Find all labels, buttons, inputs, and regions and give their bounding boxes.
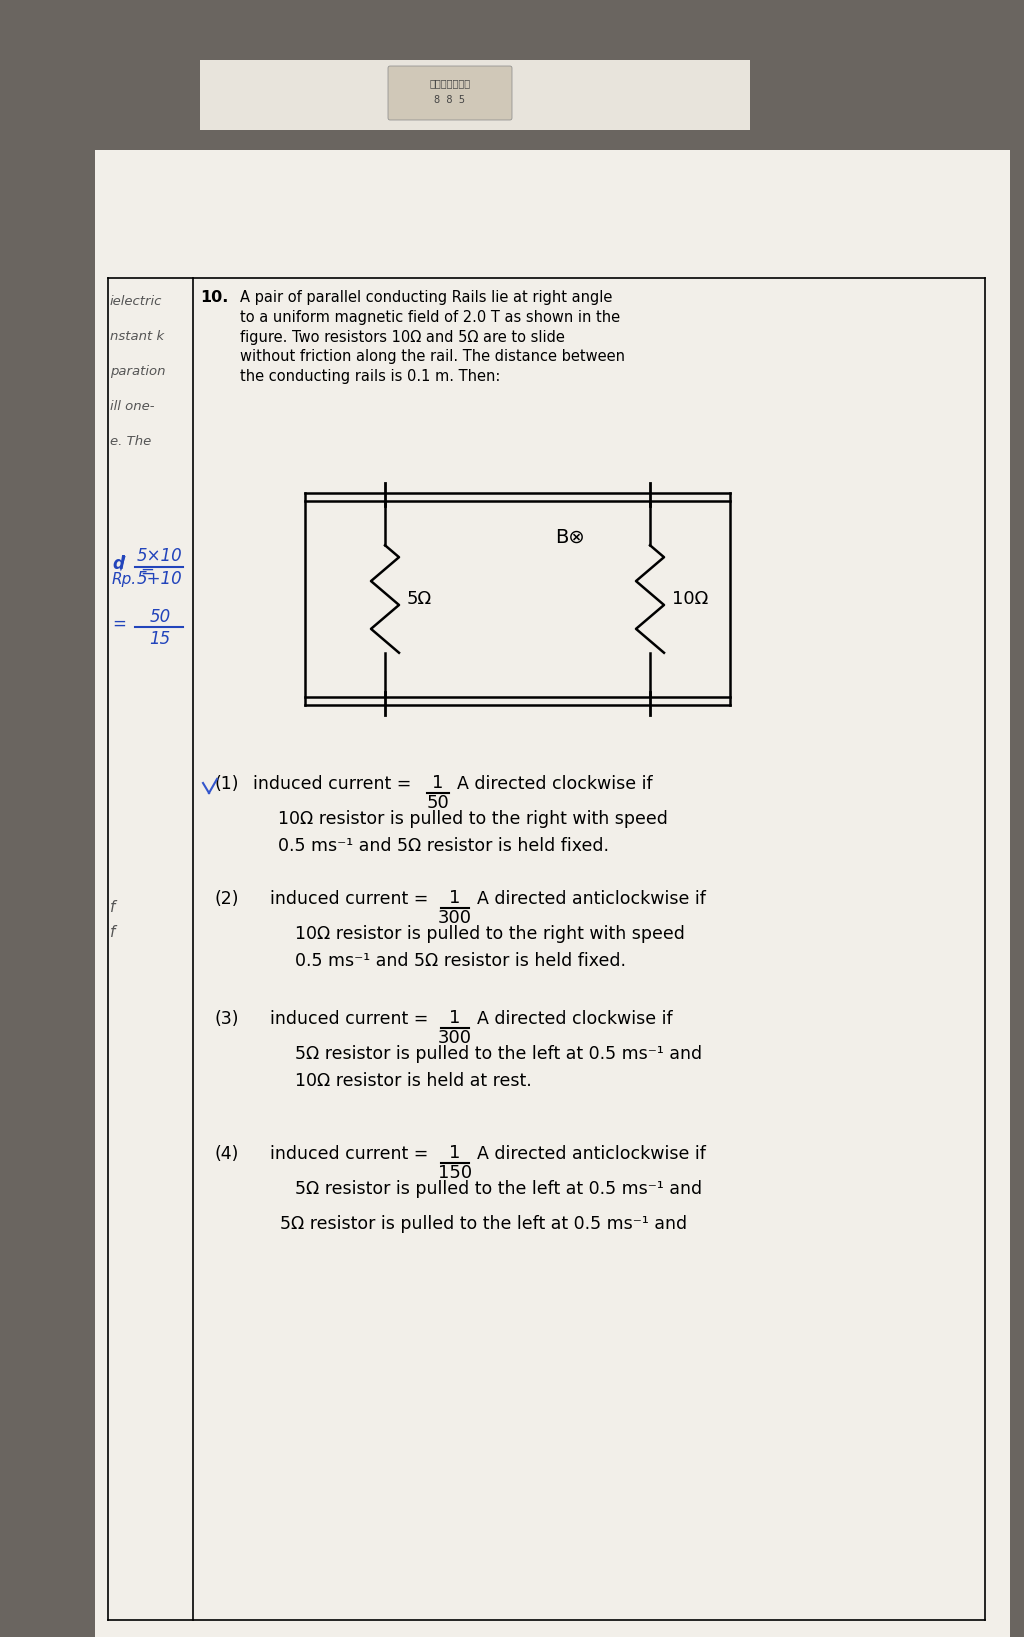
Text: d: d xyxy=(112,555,124,573)
Text: 5Ω: 5Ω xyxy=(407,589,432,607)
Text: 1: 1 xyxy=(450,1144,461,1162)
Text: =: = xyxy=(140,563,154,581)
Text: หนังสือ: หนังสือ xyxy=(429,79,471,88)
Text: f: f xyxy=(110,900,116,915)
FancyBboxPatch shape xyxy=(388,65,512,120)
Text: A directed anticlockwise if: A directed anticlockwise if xyxy=(477,1144,706,1162)
Text: induced current =: induced current = xyxy=(270,1010,434,1028)
Text: f: f xyxy=(110,925,116,940)
Text: (4): (4) xyxy=(215,1144,240,1162)
Text: A directed anticlockwise if: A directed anticlockwise if xyxy=(477,891,706,909)
Text: 5+10: 5+10 xyxy=(137,570,183,588)
Text: ielectric: ielectric xyxy=(110,295,163,308)
Text: A pair of parallel conducting Rails lie at right angle
to a uniform magnetic fie: A pair of parallel conducting Rails lie … xyxy=(240,290,625,385)
Text: 10Ω: 10Ω xyxy=(672,589,709,607)
Text: A directed clockwise if: A directed clockwise if xyxy=(477,1010,673,1028)
Text: 0.5 ms⁻¹ and 5Ω resistor is held fixed.: 0.5 ms⁻¹ and 5Ω resistor is held fixed. xyxy=(295,953,626,971)
Text: 10Ω resistor is held at rest.: 10Ω resistor is held at rest. xyxy=(295,1072,531,1090)
Text: 300: 300 xyxy=(438,909,472,927)
Text: 0.5 ms⁻¹ and 5Ω resistor is held fixed.: 0.5 ms⁻¹ and 5Ω resistor is held fixed. xyxy=(278,837,609,855)
Text: 10Ω resistor is pulled to the right with speed: 10Ω resistor is pulled to the right with… xyxy=(295,925,685,943)
Text: 5Ω resistor is pulled to the left at 0.5 ms⁻¹ and: 5Ω resistor is pulled to the left at 0.5… xyxy=(280,1215,687,1233)
Text: induced current =: induced current = xyxy=(270,1144,434,1162)
Text: 1: 1 xyxy=(450,889,461,907)
Text: paration: paration xyxy=(110,365,166,378)
Text: 5Ω resistor is pulled to the left at 0.5 ms⁻¹ and: 5Ω resistor is pulled to the left at 0.5… xyxy=(295,1180,702,1198)
Text: 150: 150 xyxy=(438,1164,472,1182)
Text: ill one-: ill one- xyxy=(110,399,155,413)
Text: e. The: e. The xyxy=(110,435,152,449)
Text: (2): (2) xyxy=(215,891,240,909)
Text: A directed clockwise if: A directed clockwise if xyxy=(457,774,652,792)
Text: nstant k: nstant k xyxy=(110,331,164,344)
Text: 50: 50 xyxy=(150,607,171,625)
Text: 10Ω resistor is pulled to the right with speed: 10Ω resistor is pulled to the right with… xyxy=(278,810,668,828)
Text: /: / xyxy=(120,555,126,573)
Text: 1: 1 xyxy=(450,1008,461,1026)
Text: 10.: 10. xyxy=(200,290,228,304)
Text: 5×10: 5×10 xyxy=(137,547,183,565)
Text: (3): (3) xyxy=(215,1010,240,1028)
Text: induced current =: induced current = xyxy=(270,891,434,909)
Text: 300: 300 xyxy=(438,1030,472,1048)
Text: (1): (1) xyxy=(215,774,240,792)
Polygon shape xyxy=(200,61,750,129)
Text: induced current =: induced current = xyxy=(253,774,417,792)
Text: B⊗: B⊗ xyxy=(555,529,585,547)
Text: 5Ω resistor is pulled to the left at 0.5 ms⁻¹ and: 5Ω resistor is pulled to the left at 0.5… xyxy=(295,1044,702,1062)
Text: 8  8  5: 8 8 5 xyxy=(434,95,466,105)
Text: Rp.: Rp. xyxy=(112,571,137,588)
Text: 1: 1 xyxy=(432,774,443,792)
Text: 50: 50 xyxy=(427,794,450,812)
Polygon shape xyxy=(95,151,1010,1637)
Text: =: = xyxy=(112,616,126,634)
Text: 15: 15 xyxy=(150,630,171,648)
